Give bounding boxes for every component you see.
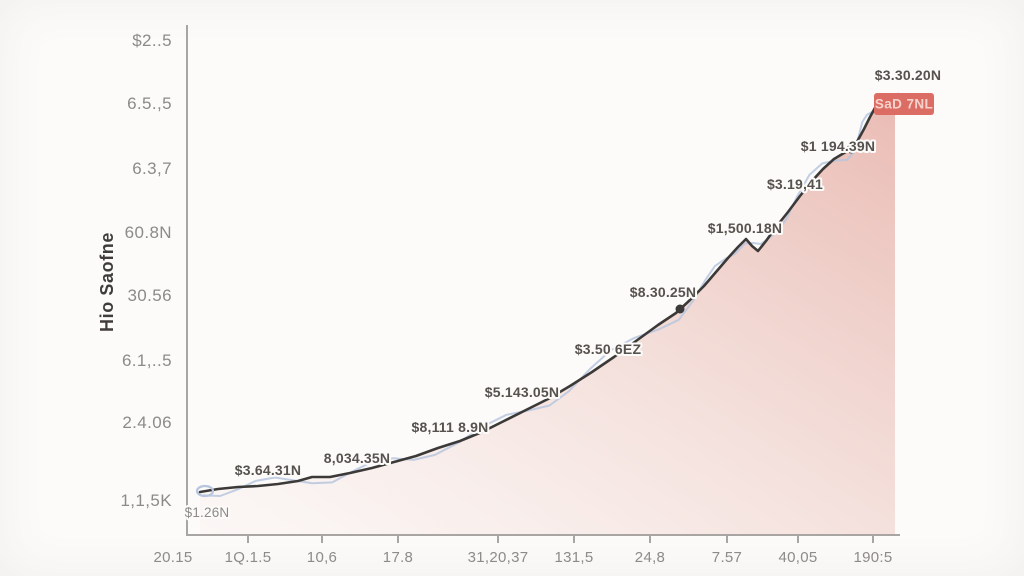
x-tick-label: 190:5	[853, 549, 892, 566]
point-label: $1 194.39N	[801, 138, 875, 154]
x-tick-label: 40,05	[778, 549, 817, 566]
data-point-dot	[675, 304, 685, 314]
x-tick-label: 7.57	[712, 549, 742, 566]
peak-badge-label: SaD 7NL	[875, 97, 933, 112]
x-tick-label: 31,20,37	[468, 549, 529, 566]
point-label: $1,500.18N	[708, 220, 782, 236]
point-label: $8,111 8.9N	[412, 419, 489, 435]
x-tick-label: 131,5	[554, 549, 593, 566]
y-tick-label: 2.4.06	[122, 413, 172, 432]
x-tick-label: 20.15	[153, 549, 192, 566]
x-tick-label: 24,8	[635, 549, 665, 566]
series-start-marker	[195, 484, 215, 498]
y-axis-title: Hio Saofne	[97, 232, 117, 332]
growth-area	[200, 100, 895, 535]
y-tick-label: $2..5	[132, 31, 172, 50]
peak-badge: SaD 7NL	[874, 93, 934, 115]
point-label: 8,034.35N	[324, 450, 390, 466]
x-tick-label: 1Q.1.5	[225, 549, 272, 566]
x-axis-ticks	[247, 536, 874, 543]
y-tick-label: 30.56	[127, 286, 172, 305]
point-label: $8.30.25N	[630, 284, 696, 300]
point-label: $5.143.05N	[485, 384, 559, 400]
point-label: $3.50 6EZ	[575, 341, 642, 357]
y-tick-label: 6.1,..5	[122, 351, 172, 370]
point-label: $3.19,41	[767, 176, 823, 192]
x-tick-label: 10,6	[307, 549, 337, 566]
point-label: $3.30.20N	[875, 67, 941, 83]
x-tick-label: 17.8	[383, 549, 413, 566]
point-label: $1.26N	[185, 505, 230, 520]
y-tick-label: 6.5.,5	[127, 94, 172, 113]
data-point-dot	[846, 144, 856, 154]
y-tick-label: 60.8N	[125, 223, 172, 242]
y-tick-label: 1,1,5K	[120, 491, 172, 510]
point-markers	[675, 144, 856, 314]
point-label: $3.64.31N	[235, 462, 301, 478]
y-tick-label: 6.3,7	[132, 159, 172, 178]
